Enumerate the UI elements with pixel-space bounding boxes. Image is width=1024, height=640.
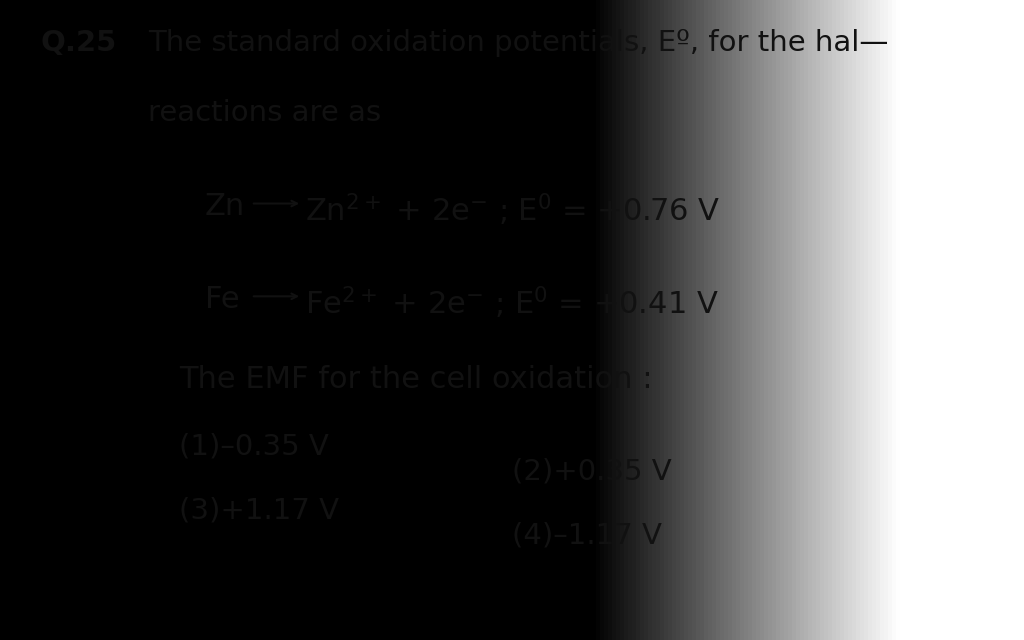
Text: (4)–1.17 V: (4)–1.17 V bbox=[512, 522, 662, 550]
Text: Zn$^{2+}$ + 2e$^{-}$ ; E$^{0}$ = +0.76 V: Zn$^{2+}$ + 2e$^{-}$ ; E$^{0}$ = +0.76 V bbox=[305, 192, 721, 228]
Text: Fe: Fe bbox=[205, 285, 240, 314]
Text: The standard oxidation potentials, Eº, for the hal—: The standard oxidation potentials, Eº, f… bbox=[148, 29, 889, 57]
Text: (2)+0.35 V: (2)+0.35 V bbox=[512, 458, 672, 486]
Text: Fe$^{2+}$ + 2e$^{-}$ ; E$^{0}$ = +0.41 V: Fe$^{2+}$ + 2e$^{-}$ ; E$^{0}$ = +0.41 V bbox=[305, 285, 719, 321]
Text: The EMF for the cell oxidation :: The EMF for the cell oxidation : bbox=[179, 365, 652, 394]
Text: (3)+1.17 V: (3)+1.17 V bbox=[179, 496, 339, 524]
Text: Q.25: Q.25 bbox=[41, 29, 117, 57]
Text: reactions are as: reactions are as bbox=[148, 99, 382, 127]
Text: (1)–0.35 V: (1)–0.35 V bbox=[179, 432, 329, 460]
Text: Zn: Zn bbox=[205, 192, 245, 221]
